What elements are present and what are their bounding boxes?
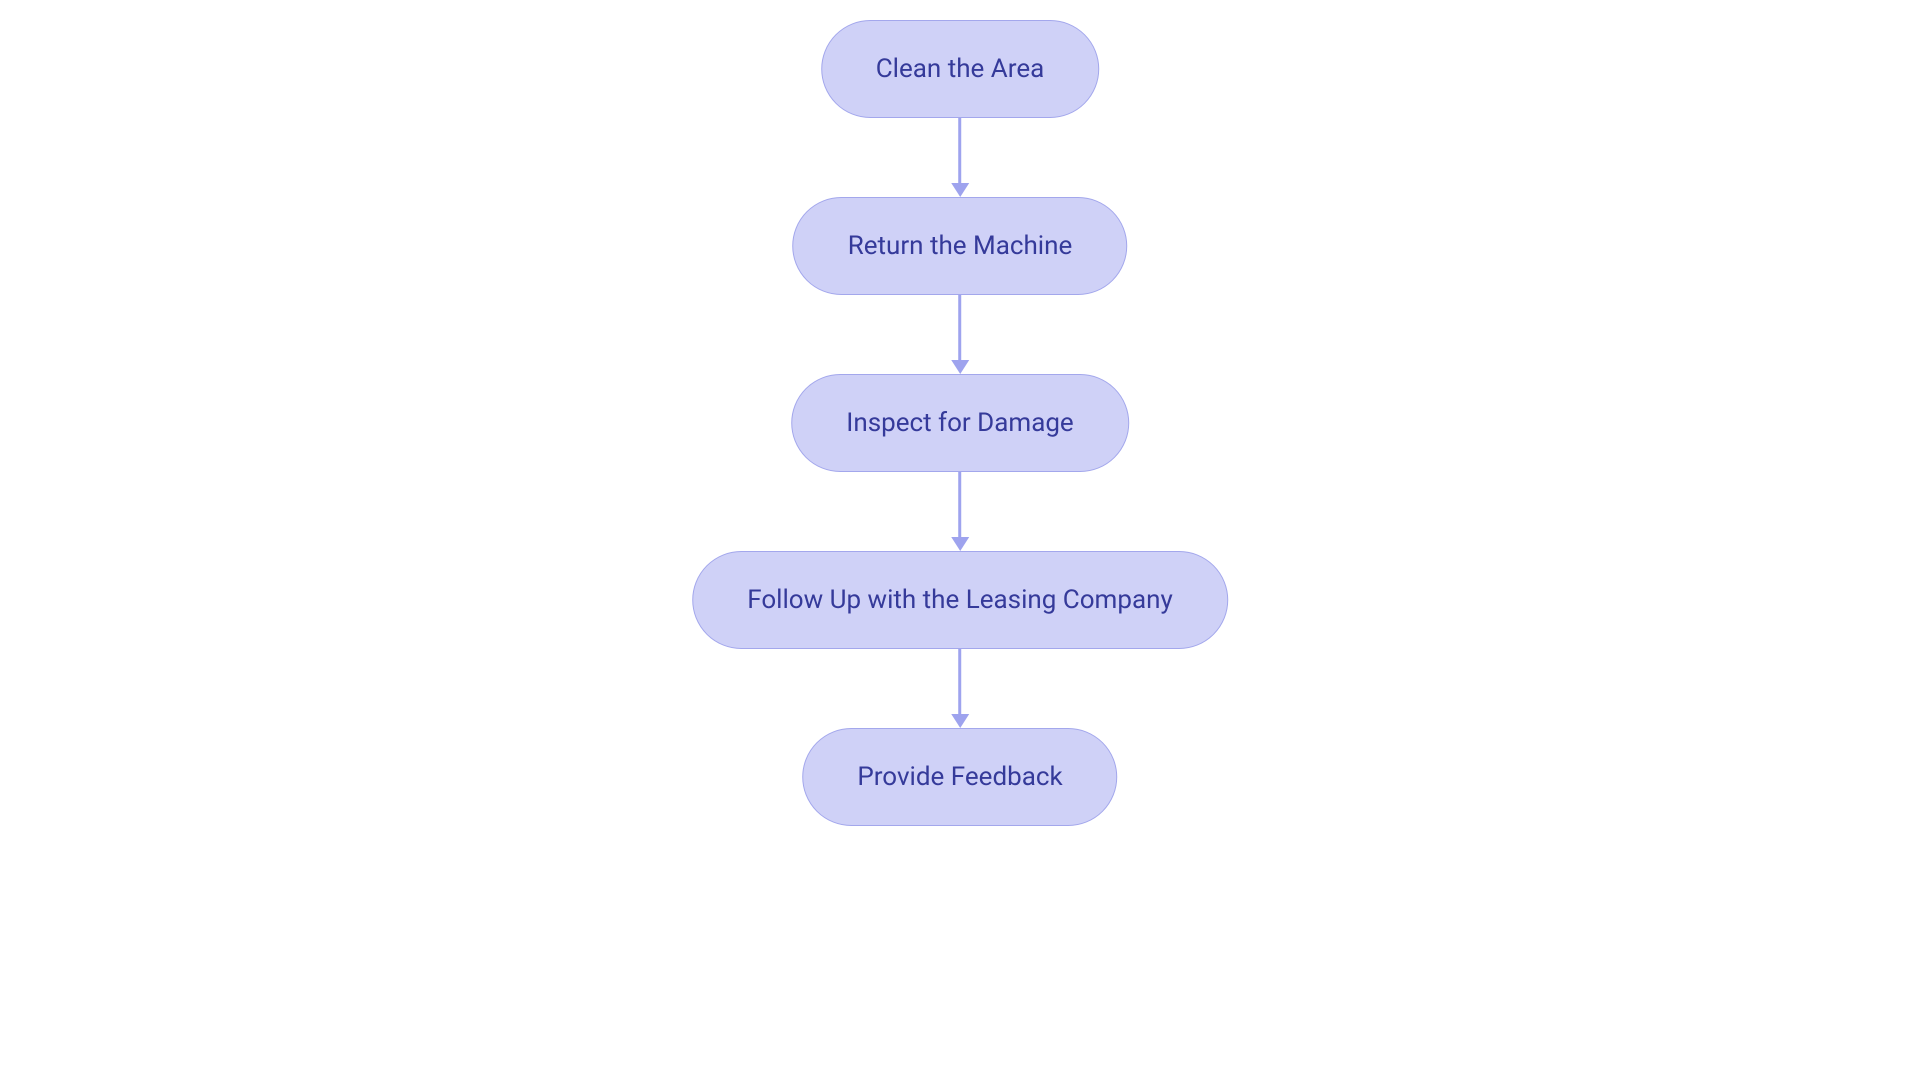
flowchart-node: Provide Feedback [802, 728, 1117, 826]
arrow-head-icon [951, 183, 969, 197]
flowchart-arrow [951, 295, 969, 374]
flowchart-node: Follow Up with the Leasing Company [692, 551, 1228, 649]
node-label: Follow Up with the Leasing Company [747, 585, 1173, 615]
flowchart-arrow [951, 649, 969, 728]
flowchart-node: Clean the Area [821, 20, 1100, 118]
arrow-line [958, 649, 961, 714]
flowchart-node: Inspect for Damage [791, 374, 1128, 472]
arrow-line [958, 472, 961, 537]
node-label: Provide Feedback [857, 762, 1062, 792]
arrow-head-icon [951, 360, 969, 374]
node-label: Inspect for Damage [846, 408, 1073, 438]
flowchart-node: Return the Machine [793, 197, 1128, 295]
arrow-head-icon [951, 714, 969, 728]
flowchart-arrow [951, 472, 969, 551]
arrow-head-icon [951, 537, 969, 551]
node-label: Clean the Area [876, 54, 1045, 84]
flowchart-container: Clean the Area Return the Machine Inspec… [692, 20, 1228, 826]
flowchart-arrow [951, 118, 969, 197]
arrow-line [958, 295, 961, 360]
node-label: Return the Machine [848, 231, 1073, 261]
arrow-line [958, 118, 961, 183]
